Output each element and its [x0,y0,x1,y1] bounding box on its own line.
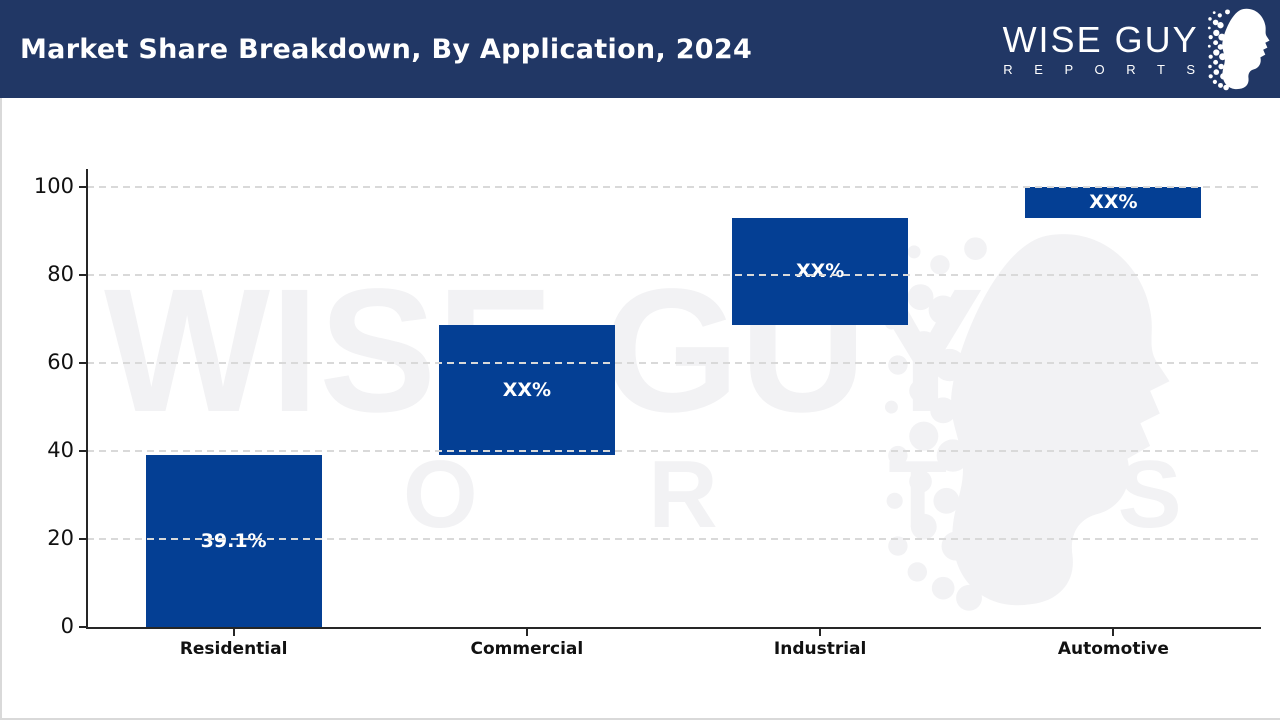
chart-area: WISE GUY P O R T S 39.1% XX% XX% XX% 0 20 40 6… [2,98,1280,718]
y-axis-line [86,169,88,629]
y-tick-label-0: 0 [60,614,74,638]
y-tick-label-60: 60 [47,350,74,374]
y-tick-label-40: 40 [47,438,74,462]
x-axis-label-residential: Residential [179,639,288,659]
bar-value-label-industrial: XX% [795,260,845,283]
x-tick-mark-commercial [525,629,528,636]
x-axis-label-automotive: Automotive [1057,639,1169,659]
y-tick-mark-20 [79,538,86,540]
x-tick-mark-automotive [1112,629,1115,636]
y-tick-label-20: 20 [47,526,74,550]
plot-area: 39.1% XX% XX% XX% [87,165,1260,627]
x-axis-line [86,627,1261,629]
bar-industrial: XX% [732,217,909,326]
page-title: Market Share Breakdown, By Application, … [20,33,753,65]
gridline-20 [87,538,1260,540]
x-axis-label-commercial: Commercial [470,639,584,659]
bar-commercial: XX% [438,325,615,455]
logo-wordmark: WISE GUY R E P O R T S [997,21,1204,77]
logo-wordmark-line2: R E P O R T S [1003,61,1204,77]
y-tick-mark-40 [79,450,86,452]
gridline-100 [87,186,1260,188]
y-tick-label-100: 100 [33,174,74,198]
y-tick-label-80: 80 [47,262,74,286]
bar-value-label-commercial: XX% [502,379,552,402]
bar-automotive: XX% [1025,187,1202,218]
gridline-40 [87,450,1260,452]
logo-face-icon [1206,7,1270,91]
x-axis-label-industrial: Industrial [773,639,867,659]
gridline-80 [87,274,1260,276]
logo-wordmark-line1: WISE GUY [1002,19,1199,61]
y-tick-mark-80 [79,274,86,276]
bar-value-label-residential: 39.1% [200,529,267,552]
x-tick-mark-industrial [819,629,822,636]
y-tick-mark-0 [79,626,86,628]
bar-residential: 39.1% [145,454,322,627]
y-tick-mark-100 [79,186,86,188]
logo: WISE GUY R E P O R T S [997,4,1270,94]
y-tick-mark-60 [79,362,86,364]
header-bar: Market Share Breakdown, By Application, … [0,0,1280,98]
gridline-60 [87,362,1260,364]
x-tick-mark-residential [232,629,235,636]
bar-value-label-automotive: XX% [1089,191,1138,214]
